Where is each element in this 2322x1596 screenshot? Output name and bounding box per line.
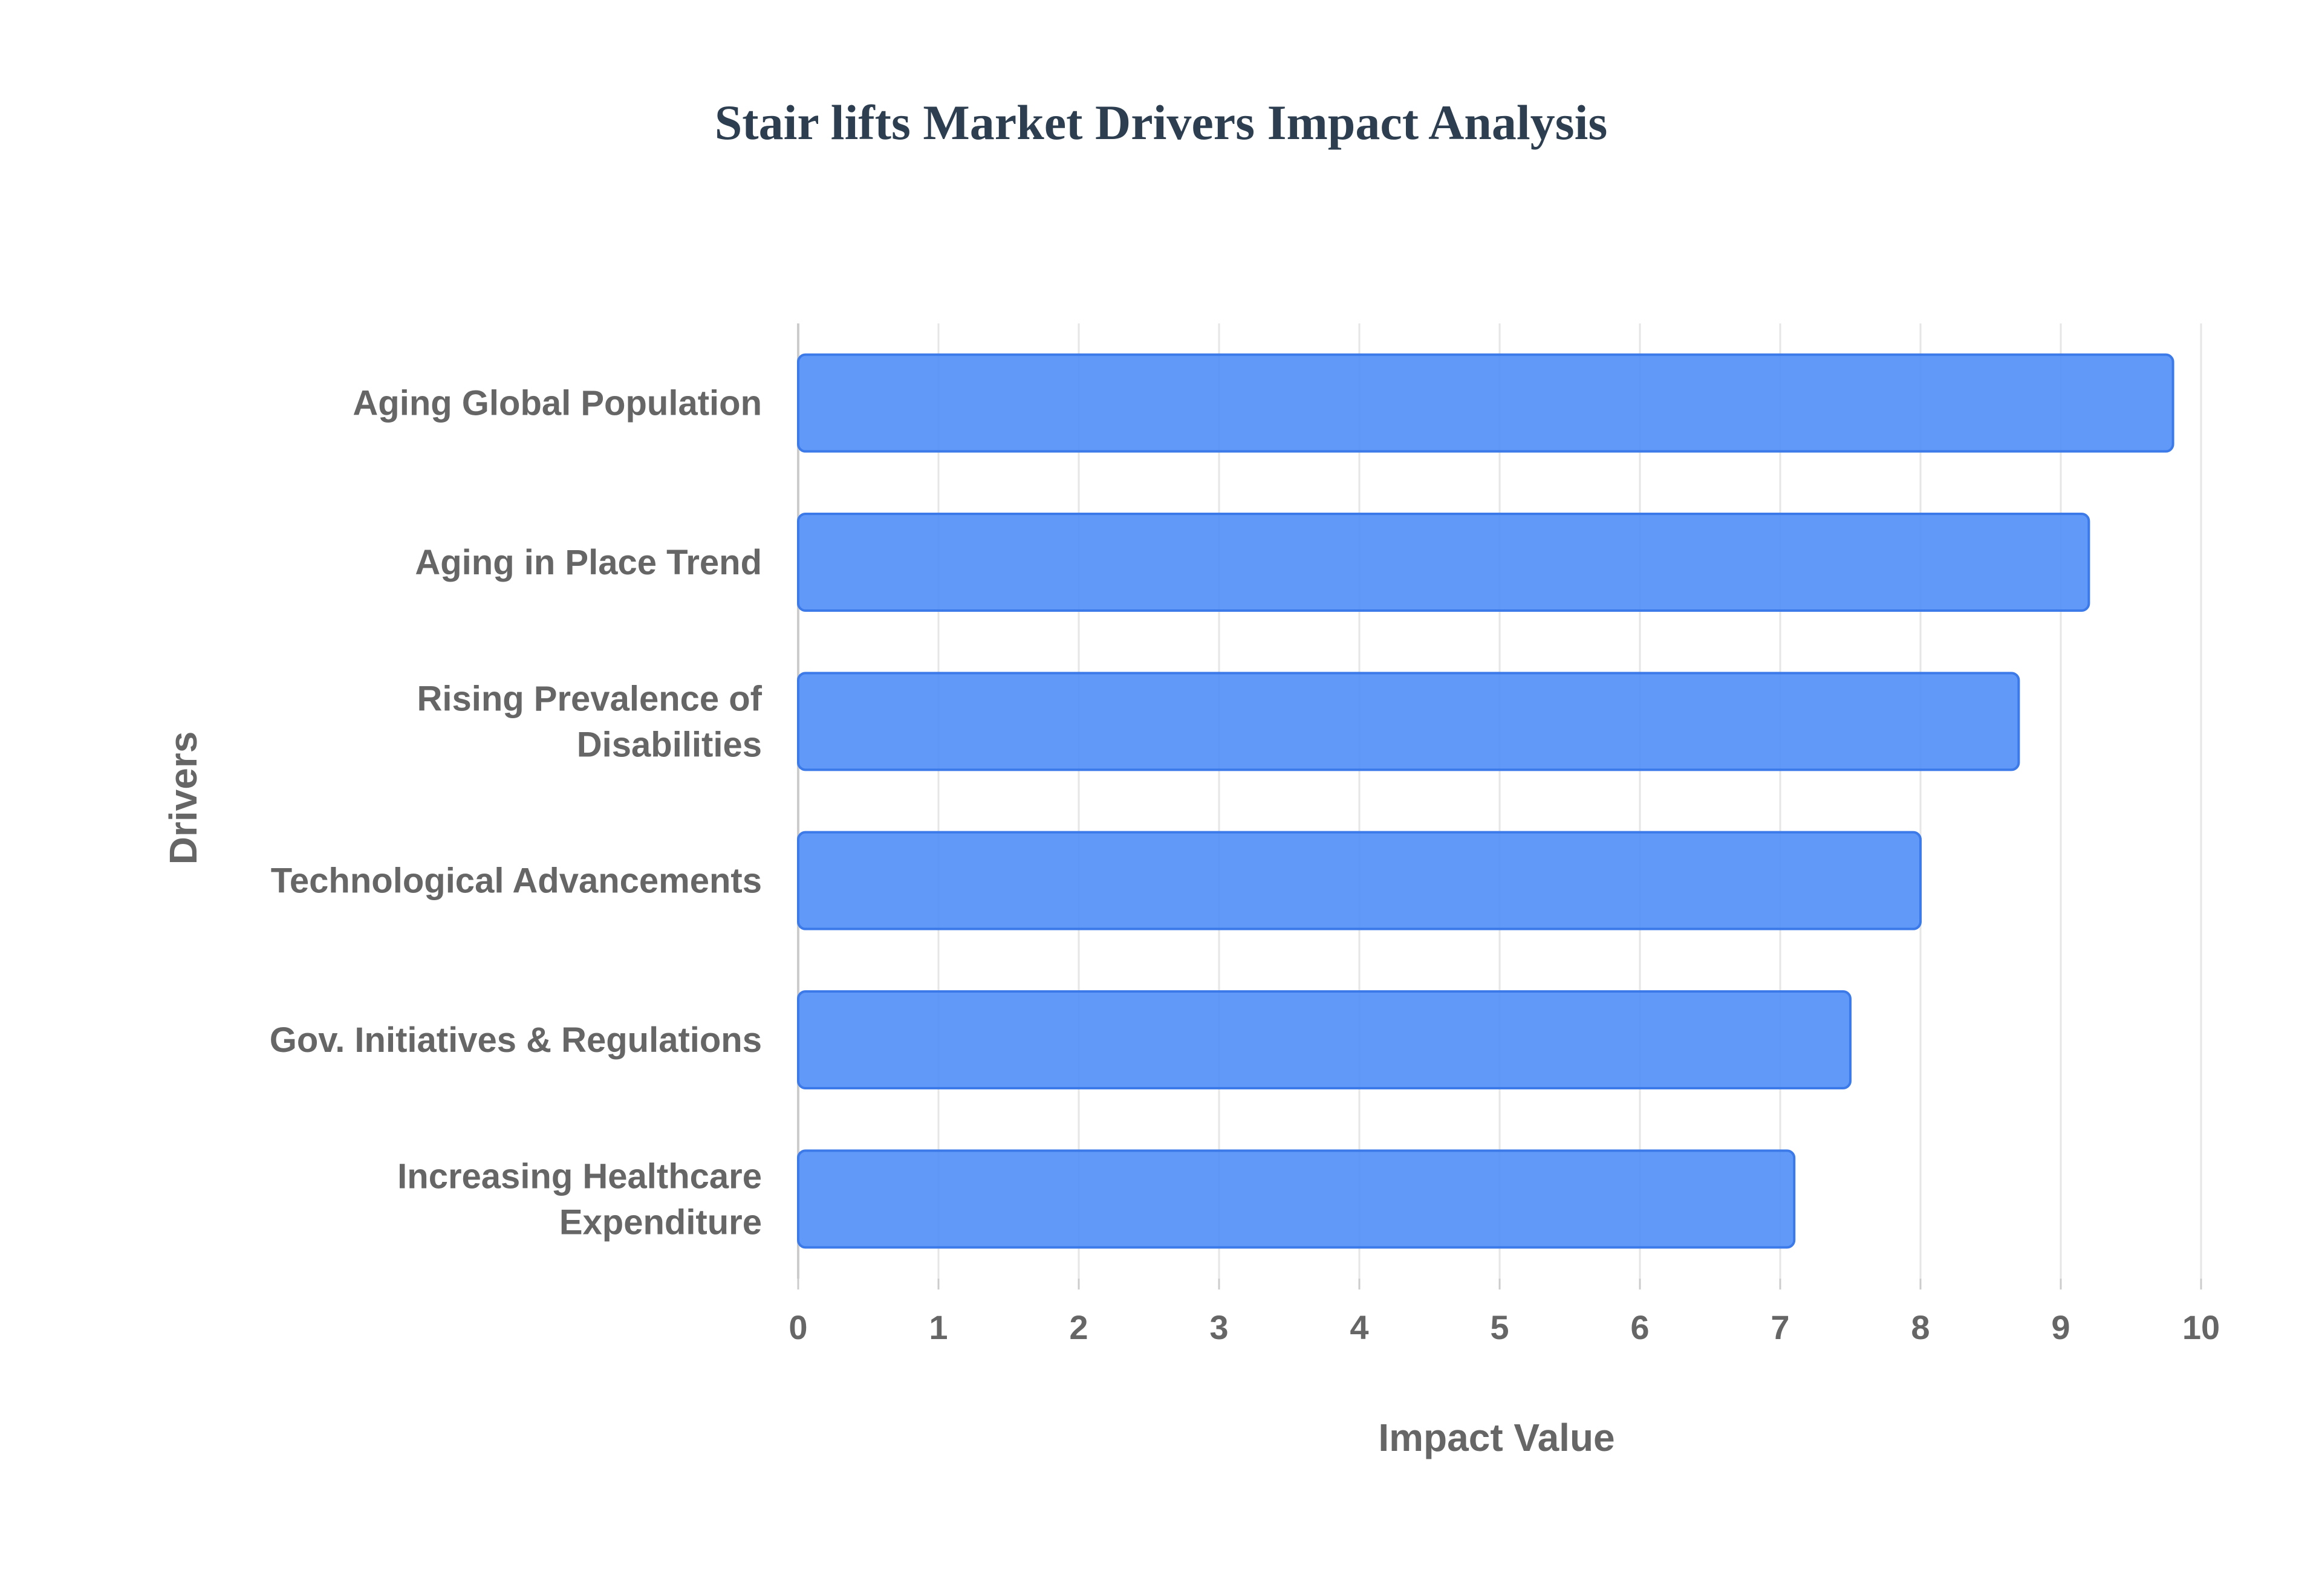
- x-tick-label: 10: [2182, 1308, 2220, 1346]
- y-tick-label-line: Gov. Initiatives & Regulations: [270, 1020, 762, 1060]
- y-tick-label: Increasing Healthcare Expenditure: [397, 1156, 762, 1242]
- bar[interactable]: [797, 353, 2174, 453]
- axis-layer: 0 1 2 3 4 5 6 7 8 9 10 Aging Global Population Aging…: [270, 384, 2220, 1346]
- y-tick-label-line: Expenditure: [559, 1202, 762, 1242]
- bar[interactable]: [797, 831, 1922, 930]
- bar[interactable]: [797, 672, 2020, 771]
- x-tick-label: 3: [1209, 1308, 1228, 1346]
- y-tick-label: Gov. Initiatives & Regulations: [270, 1020, 762, 1060]
- x-tick-label: 6: [1630, 1308, 1649, 1346]
- y-tick-label: Rising Prevalence of Disabilities: [417, 679, 762, 764]
- y-axis-title: Drivers: [161, 731, 205, 865]
- y-tick-label: Aging Global Population: [353, 384, 762, 423]
- x-tick-label: 4: [1350, 1308, 1368, 1346]
- y-tick-label-line: Increasing Healthcare: [397, 1156, 762, 1196]
- y-tick-label-line: Aging in Place Trend: [415, 543, 762, 582]
- grid-layer: [797, 323, 2202, 1279]
- bar[interactable]: [797, 513, 2090, 612]
- x-axis-title: Impact Value: [1378, 1416, 1615, 1459]
- bar[interactable]: [797, 1149, 1796, 1249]
- y-tick-label: Aging in Place Trend: [415, 543, 762, 582]
- y-tick-label-line: Technological Advancements: [271, 861, 762, 901]
- y-tick-label-line: Aging Global Population: [353, 384, 762, 423]
- x-tick-label: 2: [1069, 1308, 1088, 1346]
- x-tick-label: 7: [1771, 1308, 1789, 1346]
- bar[interactable]: [797, 990, 1852, 1089]
- chart-title: Stair lifts Market Drivers Impact Analys…: [715, 95, 1608, 150]
- y-tick-label-line: Disabilities: [577, 725, 762, 764]
- y-tick-label: Technological Advancements: [271, 861, 762, 901]
- bar-layer: [797, 353, 2174, 1249]
- x-tick-label: 5: [1490, 1308, 1509, 1346]
- x-tick-label: 0: [789, 1308, 807, 1346]
- x-tick-label: 1: [929, 1308, 948, 1346]
- x-tick-label: 8: [1911, 1308, 1930, 1346]
- x-tick-label: 9: [2051, 1308, 2070, 1346]
- y-tick-label-line: Rising Prevalence of: [417, 679, 762, 718]
